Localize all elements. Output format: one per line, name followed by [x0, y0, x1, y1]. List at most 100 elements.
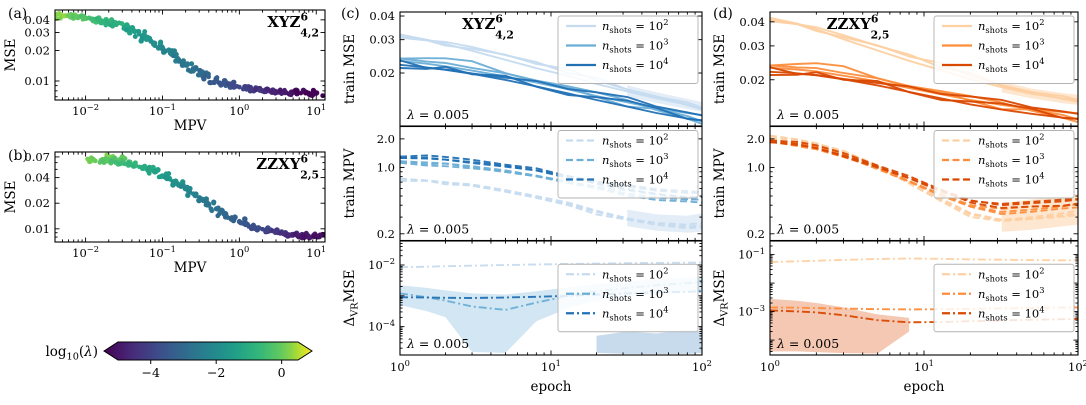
svg-text:nshots = 103: nshots = 103 — [978, 37, 1045, 55]
a-data — [55, 11, 325, 99]
svg-text:101: 101 — [306, 244, 326, 260]
series-line — [770, 18, 1078, 103]
scatter-point — [81, 13, 87, 19]
svg-text:train MPV: train MPV — [712, 148, 728, 218]
svg-text:0.04: 0.04 — [24, 13, 50, 27]
svg-text:nshots = 103: nshots = 103 — [978, 285, 1045, 303]
svg-text:λ = 0.005: λ = 0.005 — [406, 336, 469, 351]
scatter-point — [164, 176, 169, 181]
series-line — [770, 139, 1078, 209]
scatter-point — [88, 16, 94, 22]
svg-text:−2: −2 — [207, 365, 225, 380]
svg-text:101: 101 — [914, 358, 934, 374]
scatter-point — [170, 182, 176, 188]
d2-data — [770, 134, 1078, 232]
svg-text:MSE: MSE — [3, 181, 19, 214]
svg-text:train MSE: train MSE — [712, 34, 728, 104]
scatter-point — [242, 216, 248, 222]
svg-text:0.2: 0.2 — [747, 227, 765, 241]
panel-b-scatter-chart: 10−2 10−1 100 101 0.01 0.02 0.04 0.07 MPV MSE ZZXY… — [3, 150, 326, 276]
scatter-point — [153, 169, 159, 175]
svg-text:nshots = 104: nshots = 104 — [602, 56, 669, 74]
scatter-point — [216, 211, 222, 217]
scatter-point — [320, 93, 325, 99]
svg-text:101: 101 — [541, 358, 561, 374]
scatter-point — [199, 69, 206, 75]
scatter-point — [124, 27, 129, 33]
series-line — [770, 71, 1078, 120]
scatter-point — [285, 233, 290, 239]
scatter-point — [116, 20, 122, 26]
svg-text:nshots = 104: nshots = 104 — [602, 171, 669, 189]
svg-text:10−2: 10−2 — [72, 102, 99, 118]
svg-text:0.03: 0.03 — [369, 33, 395, 47]
scatter-point — [196, 197, 202, 204]
svg-text:2.0: 2.0 — [747, 132, 765, 146]
svg-text:101: 101 — [306, 102, 326, 118]
scatter-point — [269, 89, 275, 95]
svg-text:100: 100 — [229, 244, 249, 260]
svg-text:nshots = 104: nshots = 104 — [978, 56, 1045, 74]
series-line — [770, 306, 1078, 311]
scatter-point — [139, 36, 145, 42]
series-line — [770, 141, 1078, 205]
svg-text:nshots = 104: nshots = 104 — [978, 304, 1045, 322]
scatter-point — [129, 25, 136, 31]
scatter-point — [73, 13, 79, 18]
scatter-point — [250, 223, 257, 229]
svg-text:0.04: 0.04 — [739, 15, 765, 29]
svg-text:nshots = 102: nshots = 102 — [602, 132, 669, 150]
plot-frame — [54, 151, 326, 243]
scatter-point — [215, 205, 221, 211]
scatter-point — [99, 158, 105, 164]
svg-text:0.04: 0.04 — [369, 9, 395, 23]
series-line — [400, 177, 702, 228]
series-line — [400, 261, 702, 269]
panel-label-d: (d) — [713, 6, 733, 22]
series-line — [400, 65, 702, 122]
d3-axes: 100 101 102 10−3 10−1 — [738, 240, 1086, 374]
panel-label-b: (b) — [8, 148, 28, 164]
svg-text:10−1: 10−1 — [149, 244, 176, 260]
scatter-point — [309, 92, 315, 98]
scatter-point — [132, 34, 138, 39]
svg-text:log10(λ): log10(λ) — [45, 344, 98, 363]
scatter-point — [195, 72, 202, 78]
svg-text:10−1: 10−1 — [149, 102, 176, 118]
scatter-point — [184, 61, 191, 67]
scatter-point — [140, 165, 147, 171]
svg-text:train MPV: train MPV — [342, 148, 358, 218]
svg-text:λ = 0.005: λ = 0.005 — [776, 222, 839, 237]
svg-text:MSE: MSE — [3, 39, 19, 72]
scatter-point — [185, 192, 191, 199]
scatter-point — [103, 22, 109, 28]
svg-text:10−2: 10−2 — [368, 256, 395, 272]
scatter-point — [93, 158, 98, 164]
svg-text:0.01: 0.01 — [24, 74, 50, 88]
svg-text:0.02: 0.02 — [369, 66, 395, 80]
a-axes: 10−2 10−1 100 101 0.01 0.02 0.030.04 — [24, 9, 326, 118]
c2-axes: 0.2 1.0 2.0 — [377, 125, 703, 242]
scatter-point — [113, 20, 119, 26]
colorbar-gradient — [103, 341, 313, 361]
scatter-point — [170, 53, 176, 59]
scatter-point — [98, 19, 104, 26]
b-axes: 10−2 10−1 100 101 0.01 0.02 0.04 0.07 — [24, 150, 326, 260]
scatter-point — [302, 90, 309, 96]
svg-text:1.0: 1.0 — [747, 160, 765, 174]
svg-text:1.0: 1.0 — [377, 160, 395, 174]
scatter-point — [225, 81, 231, 87]
scatter-point — [123, 22, 130, 28]
panel-label-a: (a) — [8, 6, 28, 22]
scatter-point — [135, 28, 142, 35]
scatter-point — [192, 64, 199, 71]
svg-text:0.04: 0.04 — [24, 171, 50, 185]
svg-text:102: 102 — [692, 358, 712, 374]
scatter-point — [87, 158, 93, 164]
